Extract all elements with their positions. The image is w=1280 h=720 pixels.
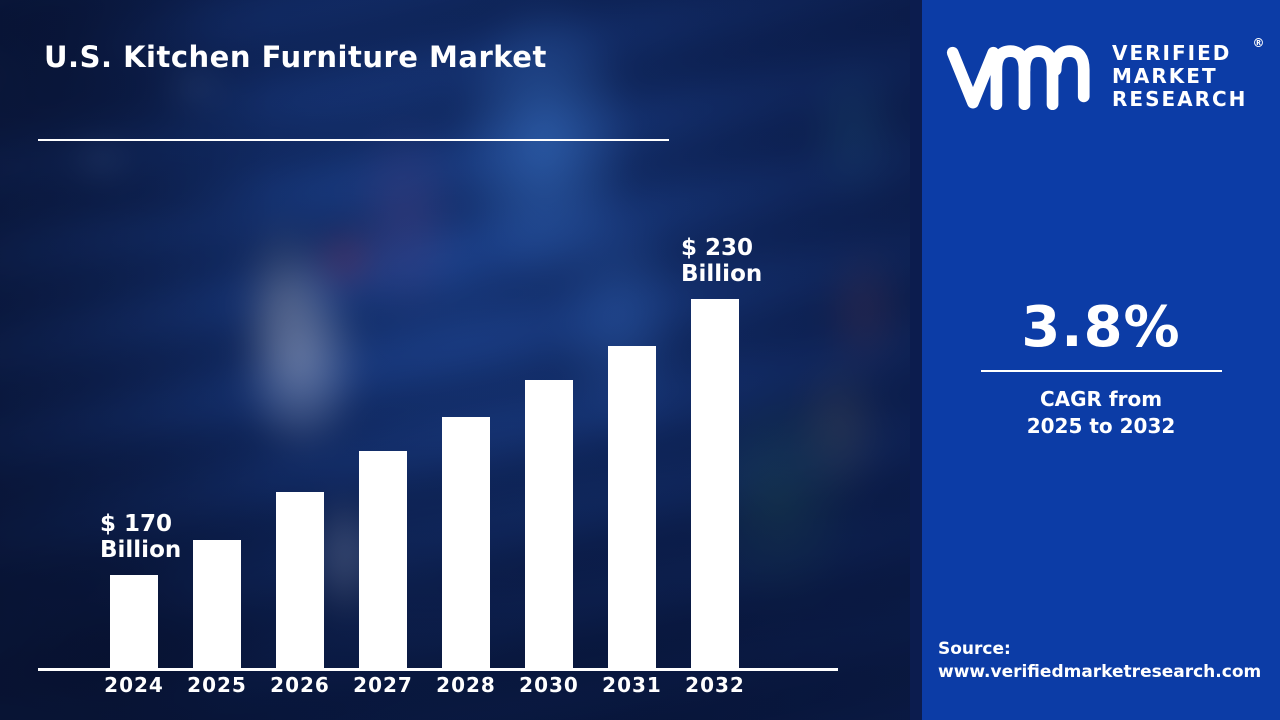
chart-panel: U.S. Kitchen Furniture Market 2024 2025 20… bbox=[0, 0, 910, 720]
cagr-caption-line2: 2025 to 2032 bbox=[1026, 414, 1176, 438]
cagr-divider-line bbox=[980, 370, 1222, 372]
cagr-block: 3.8% CAGR from 2025 to 2032 bbox=[922, 298, 1280, 440]
cagr-caption-line1: CAGR from bbox=[1039, 387, 1163, 411]
bar-chart: 2024 2025 2026 2027 2028 2030 2031 2032 $ 170 Bil… bbox=[38, 235, 838, 697]
bar-2031 bbox=[608, 346, 656, 668]
bar-2027 bbox=[359, 451, 407, 668]
brand-name-line3: RESEARCH bbox=[1112, 87, 1248, 111]
value-label-2024: $ 170 Billion bbox=[100, 511, 182, 563]
brand-name-line2: MARKET bbox=[1112, 64, 1218, 88]
source-label: Source: bbox=[938, 639, 1011, 659]
bar-2024 bbox=[110, 575, 158, 668]
registered-trademark-icon: ® bbox=[1252, 36, 1265, 50]
year-label-2032: 2032 bbox=[685, 673, 745, 697]
value-label-2032: $ 230 Billion bbox=[681, 235, 763, 287]
title-underline bbox=[38, 139, 669, 141]
year-label-2026: 2026 bbox=[270, 673, 330, 697]
brand-name-line1: VERIFIED bbox=[1112, 41, 1232, 65]
bar-2030 bbox=[525, 380, 573, 668]
year-label-2031: 2031 bbox=[602, 673, 662, 697]
bar-2032 bbox=[691, 299, 739, 668]
year-label-2027: 2027 bbox=[353, 673, 413, 697]
year-label-2030: 2030 bbox=[519, 673, 579, 697]
source-block: Source: www.verifiedmarketresearch.com bbox=[938, 638, 1261, 684]
source-url: www.verifiedmarketresearch.com bbox=[938, 662, 1262, 682]
brand-block: VERIFIED MARKET RESEARCH ® bbox=[944, 34, 1264, 112]
cagr-caption: CAGR from 2025 to 2032 bbox=[922, 386, 1280, 440]
year-label-2028: 2028 bbox=[436, 673, 496, 697]
year-label-2025: 2025 bbox=[187, 673, 247, 697]
x-axis-line bbox=[38, 668, 838, 671]
cagr-value: 3.8% bbox=[1021, 295, 1181, 360]
panel-divider bbox=[910, 0, 922, 720]
year-label-2024: 2024 bbox=[104, 673, 164, 697]
bar-2026 bbox=[276, 492, 324, 668]
page-title: U.S. Kitchen Furniture Market bbox=[44, 40, 547, 74]
bar-2025 bbox=[193, 540, 241, 668]
bar-2028 bbox=[442, 417, 490, 668]
brand-name: VERIFIED MARKET RESEARCH bbox=[1112, 34, 1247, 111]
info-panel: VERIFIED MARKET RESEARCH ® 3.8% CAGR fro… bbox=[922, 0, 1280, 720]
vmr-logo-icon bbox=[946, 45, 1090, 111]
